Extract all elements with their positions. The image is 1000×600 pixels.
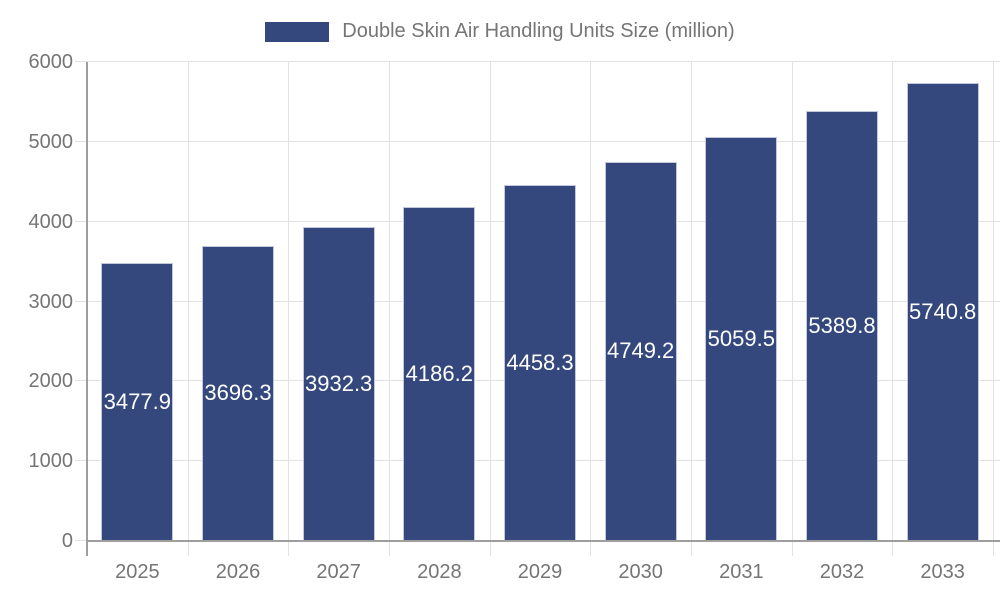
x-axis-line — [87, 540, 1000, 542]
x-axis-label: 2033 — [920, 561, 965, 583]
x-axis-label: 2025 — [115, 561, 160, 583]
bar-value-label: 4749.2 — [607, 338, 675, 364]
bar: 4186.2 — [403, 206, 476, 541]
bar-value-label: 3477.9 — [103, 389, 171, 415]
y-axis-label: 4000 — [28, 210, 74, 233]
bar-value-label: 5389.8 — [808, 312, 876, 338]
v-gridline — [691, 62, 692, 556]
bar: 5740.8 — [906, 82, 979, 541]
bar: 4749.2 — [604, 161, 677, 541]
x-axis-label: 2030 — [618, 561, 663, 583]
legend-label: Double Skin Air Handling Units Size (mil… — [342, 20, 735, 42]
bar: 3477.9 — [101, 263, 174, 541]
v-gridline — [590, 62, 592, 556]
bar: 3696.3 — [202, 245, 274, 541]
y-axis-label: 3000 — [28, 290, 74, 313]
legend-item[interactable]: Double Skin Air Handling Units Size (mil… — [265, 20, 735, 43]
bar-value-label: 3932.3 — [305, 371, 373, 397]
bar: 5059.5 — [705, 137, 778, 541]
y-axis-label: 2000 — [28, 370, 74, 393]
bar-value-label: 4186.2 — [405, 360, 473, 386]
y-axis-label: 0 — [61, 530, 73, 552]
v-gridline — [187, 62, 189, 556]
v-gridline — [791, 62, 793, 556]
bar: 5389.8 — [806, 110, 878, 541]
legend-swatch — [265, 21, 330, 42]
y-axis-label: 5000 — [28, 130, 74, 153]
v-gridline — [993, 62, 994, 556]
plot-area: 3477.9 3696.3 3932.3 4186.2 4458.3 4749.2 5059… — [75, 61, 1000, 556]
x-axis-label: 2027 — [316, 561, 361, 583]
x-axis-label: 2031 — [719, 561, 764, 583]
x-axis-label: 2026 — [215, 561, 261, 583]
bar-value-label: 3696.3 — [204, 380, 272, 406]
bar-value-label: 5740.8 — [909, 298, 977, 324]
v-gridline — [288, 62, 290, 556]
bar-value-label: 5059.5 — [707, 326, 775, 352]
y-axis-label: 1000 — [28, 450, 74, 473]
x-axis-label: 2028 — [417, 561, 462, 583]
bar: 3932.3 — [302, 227, 375, 541]
v-gridline — [389, 62, 390, 556]
y-axis-line — [86, 62, 88, 556]
v-gridline — [892, 62, 894, 556]
y-axis-label: 6000 — [28, 51, 74, 73]
v-gridline — [489, 62, 491, 556]
bar: 4458.3 — [504, 185, 576, 541]
bar-value-label: 4458.3 — [506, 350, 574, 376]
x-axis-label: 2032 — [819, 561, 865, 583]
h-gridline — [75, 140, 1000, 142]
h-gridline — [75, 61, 1000, 62]
x-axis-label: 2029 — [517, 561, 563, 583]
legend: Double Skin Air Handling Units Size (mil… — [0, 20, 1000, 43]
